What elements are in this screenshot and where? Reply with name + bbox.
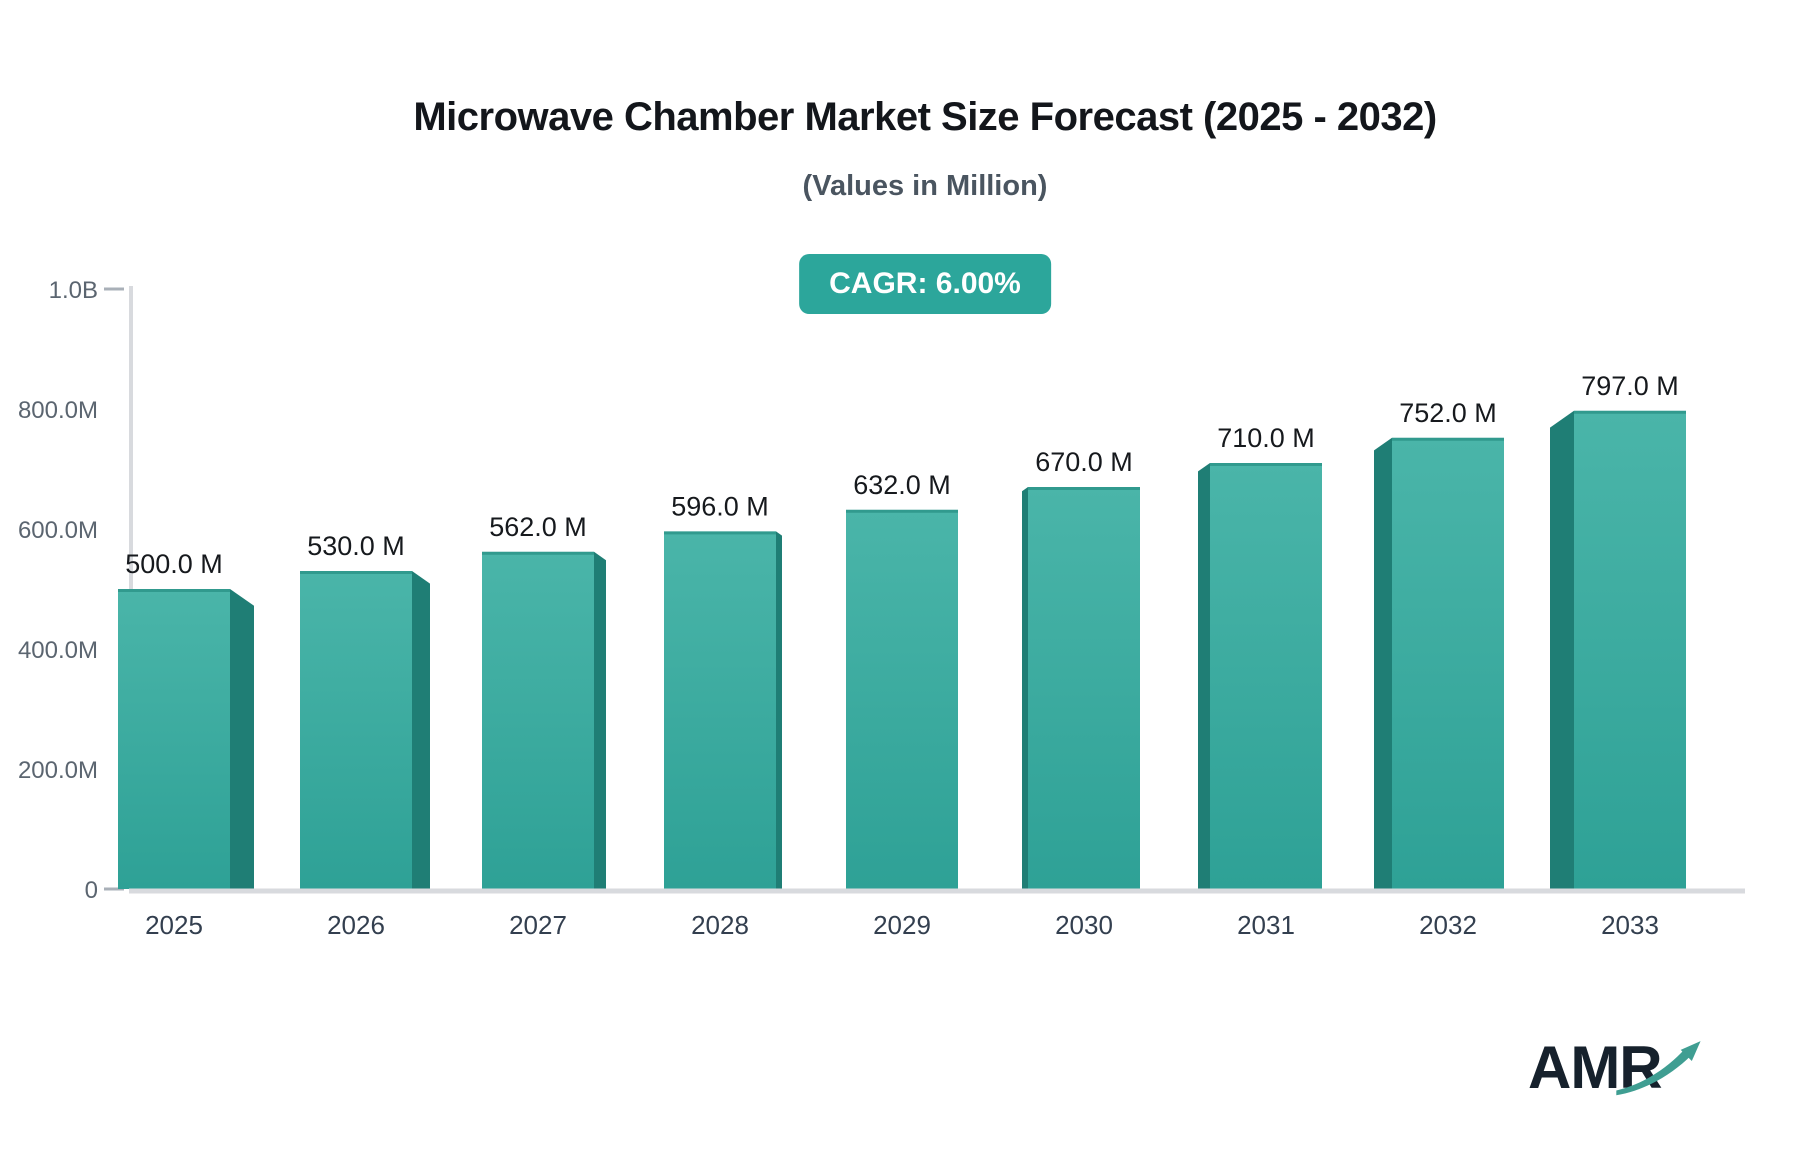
- bar-side-face: [230, 589, 254, 889]
- bar-side-face: [1022, 487, 1028, 889]
- chart-title: Microwave Chamber Market Size Forecast (…: [413, 95, 1437, 139]
- x-tick-label: 2029: [873, 910, 931, 940]
- x-tick-label: 2026: [327, 910, 385, 940]
- bar-side-face: [1198, 463, 1210, 889]
- bar[interactable]: [1210, 463, 1322, 889]
- cagr-badge: CAGR: 6.00%: [799, 254, 1051, 314]
- logo-arrow-icon: [1616, 1041, 1701, 1096]
- x-tick-label: 2031: [1237, 910, 1295, 940]
- x-tick-label: 2027: [509, 910, 567, 940]
- x-tick-label: 2025: [145, 910, 203, 940]
- bar-value-label: 670.0 M: [1035, 447, 1133, 477]
- bar-side-face: [1550, 410, 1574, 889]
- y-tick-label: 400.0M: [18, 637, 98, 664]
- bar[interactable]: [846, 509, 958, 889]
- x-tick-label: 2032: [1419, 910, 1477, 940]
- bar[interactable]: [1028, 487, 1140, 889]
- y-tick-label: 0: [85, 877, 98, 904]
- bar[interactable]: [482, 551, 594, 889]
- x-tick-label: 2030: [1055, 910, 1113, 940]
- bar[interactable]: [118, 589, 230, 889]
- bar[interactable]: [664, 531, 776, 889]
- bar-side-face: [412, 571, 430, 889]
- bar[interactable]: [300, 571, 412, 889]
- bar-value-label: 500.0 M: [125, 549, 223, 579]
- y-tick-label: 800.0M: [18, 397, 98, 424]
- y-tick-label: 600.0M: [18, 517, 98, 544]
- bar-value-label: 596.0 M: [671, 491, 769, 521]
- cagr-badge-label: CAGR: 6.00%: [829, 267, 1021, 300]
- bar-value-label: 530.0 M: [307, 531, 405, 561]
- y-tick-label: 1.0B: [49, 277, 98, 304]
- amr-logo: AMR: [1528, 1038, 1728, 1128]
- x-tick-label: 2028: [691, 910, 749, 940]
- chart-subtitle: (Values in Million): [802, 170, 1048, 202]
- bar-value-label: 752.0 M: [1399, 398, 1497, 428]
- bar[interactable]: [1392, 437, 1504, 889]
- y-tick-label: 200.0M: [18, 757, 98, 784]
- bar-side-face: [1374, 437, 1392, 889]
- bar[interactable]: [1574, 410, 1686, 889]
- bar-value-label: 632.0 M: [853, 470, 951, 500]
- bar-side-face: [776, 531, 782, 889]
- bar-side-face: [594, 551, 606, 889]
- bar-value-label: 562.0 M: [489, 512, 587, 542]
- bar-value-label: 710.0 M: [1217, 423, 1315, 453]
- bar-value-label: 797.0 M: [1581, 371, 1679, 401]
- x-tick-label: 2033: [1601, 910, 1659, 940]
